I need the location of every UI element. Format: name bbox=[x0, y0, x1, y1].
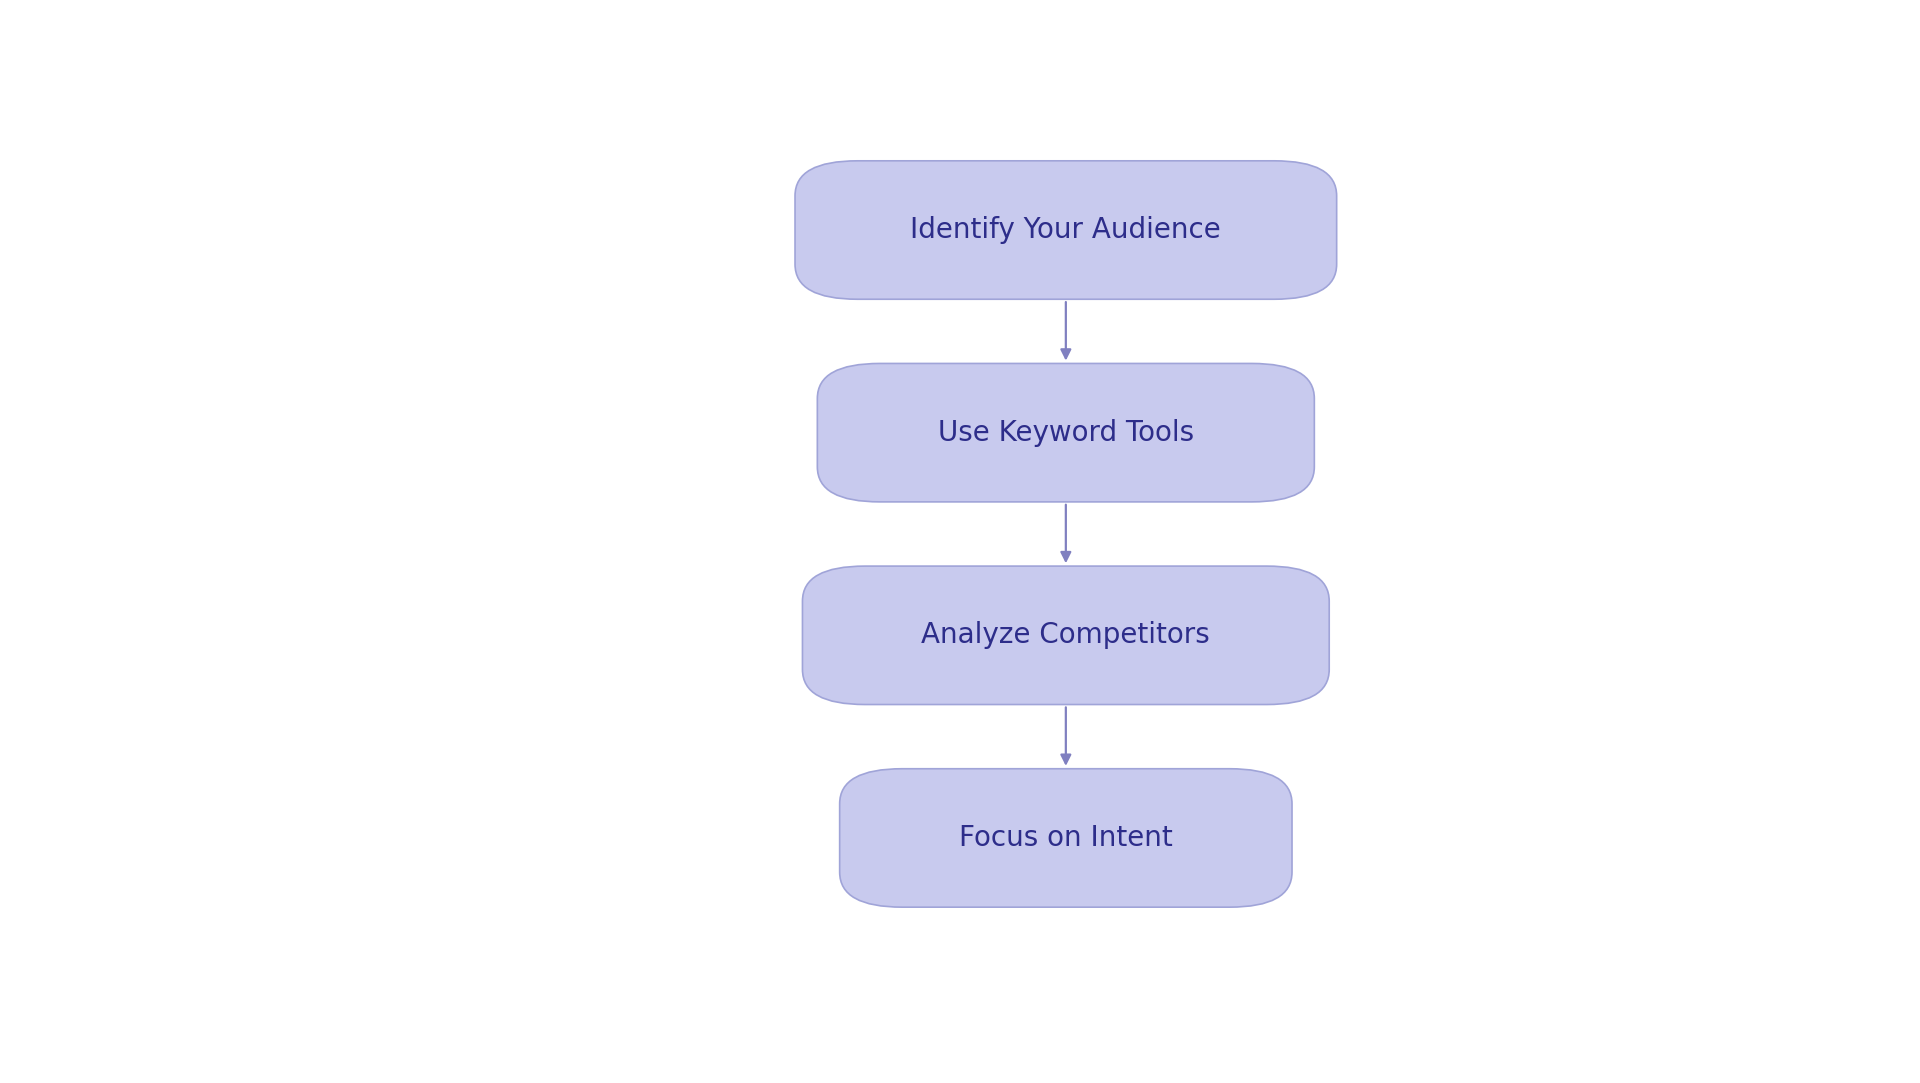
FancyBboxPatch shape bbox=[818, 364, 1315, 501]
FancyBboxPatch shape bbox=[795, 160, 1336, 299]
Text: Focus on Intent: Focus on Intent bbox=[958, 824, 1173, 852]
FancyBboxPatch shape bbox=[839, 769, 1292, 908]
FancyBboxPatch shape bbox=[803, 566, 1329, 705]
Text: Identify Your Audience: Identify Your Audience bbox=[910, 216, 1221, 244]
Text: Use Keyword Tools: Use Keyword Tools bbox=[937, 419, 1194, 446]
Text: Analyze Competitors: Analyze Competitors bbox=[922, 622, 1210, 650]
